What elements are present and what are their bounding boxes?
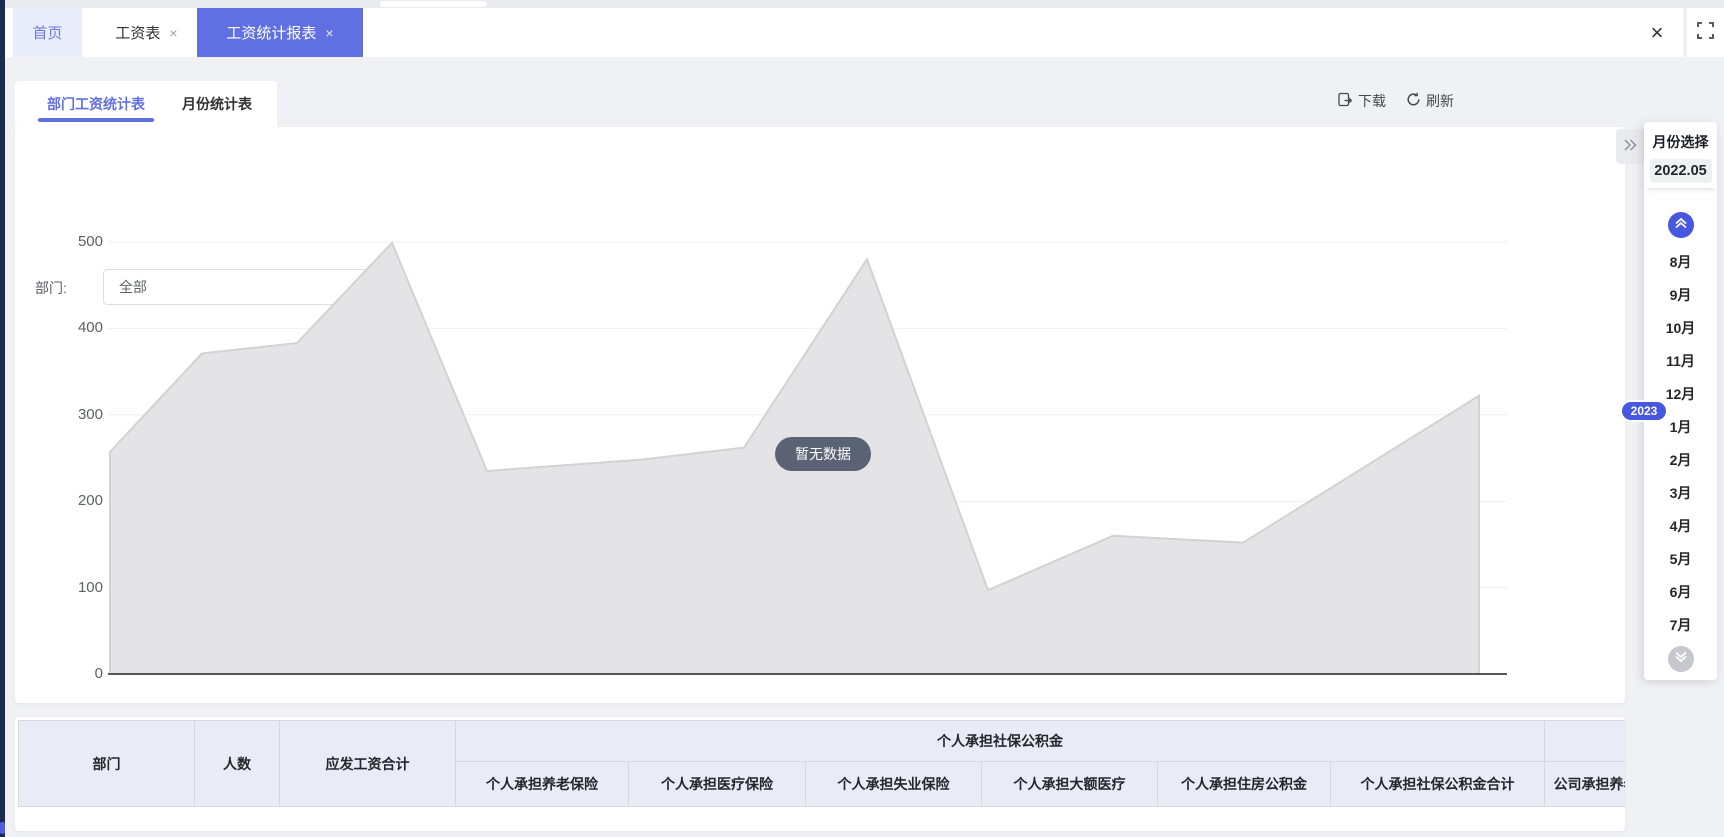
download-label: 下载 bbox=[1358, 93, 1386, 109]
subtab-month-stats-label: 月份统计表 bbox=[182, 96, 252, 112]
download-button[interactable]: 下载 bbox=[1338, 91, 1386, 111]
month-item[interactable]: 12月 bbox=[1665, 386, 1696, 402]
double-chevron-down-icon bbox=[1674, 650, 1688, 668]
scroll-months-up-button[interactable] bbox=[1667, 212, 1694, 238]
close-icon[interactable]: × bbox=[1637, 8, 1677, 57]
salary-area-chart bbox=[108, 241, 1507, 675]
group-header-personal: 个人承担社保公积金 bbox=[454, 720, 1546, 762]
month-panel-title: 月份选择 bbox=[1652, 134, 1709, 150]
current-month-badge[interactable]: 2022.05 bbox=[1649, 159, 1712, 183]
month-item[interactable]: 9月 bbox=[1669, 287, 1692, 303]
scroll-thumb[interactable] bbox=[380, 1, 487, 7]
active-subtab-underline bbox=[38, 118, 154, 122]
tab-close-icon[interactable]: × bbox=[169, 24, 178, 41]
sub-column-header: 公司承担养老保险 bbox=[1544, 761, 1625, 807]
month-item[interactable]: 8月 bbox=[1669, 254, 1692, 270]
tab-payroll[interactable]: 工资表 × bbox=[95, 8, 198, 57]
month-item[interactable]: 2月 bbox=[1669, 452, 1692, 468]
column-header: 应发工资合计 bbox=[279, 720, 456, 807]
tab-home-label: 首页 bbox=[32, 25, 63, 42]
top-scroll-track bbox=[5, 0, 1724, 8]
month-panel-header: 月份选择 2022.05 bbox=[1644, 122, 1717, 188]
y-axis-tick-label: 500 bbox=[77, 233, 103, 250]
department-chart-card: 部门: 全部 0 100 200 300 400 500 暂无数据 bbox=[15, 127, 1625, 703]
month-item[interactable]: 3月 bbox=[1669, 485, 1692, 501]
chart-toolbar: 下载 刷新 bbox=[1338, 88, 1454, 114]
fullscreen-button[interactable] bbox=[1687, 8, 1724, 57]
y-axis-tick-label: 100 bbox=[77, 578, 103, 596]
subtab-month-stats[interactable]: 月份统计表 bbox=[167, 81, 267, 127]
month-item[interactable]: 10月 bbox=[1665, 320, 1696, 336]
department-summary-table: 部门 人数 应发工资合计 个人承担社保公积金 个人承担养老保险 个人承担医疗保险 个人承担失… bbox=[18, 720, 1625, 807]
year-divider-badge: 2023 bbox=[1622, 402, 1666, 420]
y-axis-tick-label: 0 bbox=[94, 665, 103, 682]
summary-table-card: 部门 人数 应发工资合计 个人承担社保公积金 个人承担养老保险 个人承担医疗保险 个人承担失… bbox=[15, 717, 1625, 831]
tab-payroll-label: 工资表 bbox=[115, 25, 161, 42]
sub-column-header: 个人承担医疗保险 bbox=[628, 761, 806, 807]
fullscreen-icon bbox=[1697, 21, 1714, 44]
department-select-value: 全部 bbox=[119, 279, 147, 295]
scroll-months-down-button[interactable] bbox=[1667, 646, 1694, 672]
report-subtabs: 部门工资统计表 月份统计表 bbox=[15, 81, 277, 127]
subtab-department-stats[interactable]: 部门工资统计表 bbox=[29, 81, 163, 127]
no-data-tooltip: 暂无数据 bbox=[775, 437, 871, 471]
sub-column-header: 个人承担大额医疗 bbox=[981, 761, 1158, 807]
y-axis-tick-label: 300 bbox=[77, 405, 103, 423]
tab-close-icon[interactable]: × bbox=[325, 24, 334, 41]
sub-column-header: 个人承担失业保险 bbox=[805, 761, 982, 807]
sub-column-header: 个人承担住房公积金 bbox=[1157, 761, 1331, 807]
month-list: 8月 9月 10月 11月 12月 1月 2月 3月 4月 5月 6月 7月 bbox=[1644, 246, 1717, 642]
month-item[interactable]: 5月 bbox=[1669, 551, 1692, 567]
month-item[interactable]: 4月 bbox=[1669, 518, 1692, 534]
sub-column-header: 个人承担养老保险 bbox=[455, 761, 629, 807]
column-header: 人数 bbox=[194, 720, 280, 807]
month-item[interactable]: 11月 bbox=[1666, 353, 1695, 369]
y-axis-tick-label: 400 bbox=[77, 319, 103, 337]
double-chevron-up-icon bbox=[1674, 216, 1688, 234]
panel-collapse-button[interactable] bbox=[1616, 129, 1644, 164]
y-axis-tick-label: 200 bbox=[77, 492, 103, 510]
tab-home[interactable]: 首页 bbox=[13, 8, 82, 57]
month-selector-panel: 月份选择 2022.05 8月 9月 10月 11月 12月 1月 2月 3月 4月 5月 6月 7月 bbox=[1644, 122, 1717, 680]
sub-column-header: 个人承担社保公积金合计 bbox=[1329, 761, 1546, 807]
main-tab-bar: 首页 工资表 × 工资统计报表 × × bbox=[5, 8, 1683, 57]
refresh-icon bbox=[1406, 92, 1421, 110]
tab-salary-stats[interactable]: 工资统计报表 × bbox=[197, 8, 363, 57]
refresh-button[interactable]: 刷新 bbox=[1406, 91, 1454, 111]
tab-salary-stats-label: 工资统计报表 bbox=[226, 25, 317, 42]
download-icon bbox=[1338, 92, 1353, 110]
left-nav-edge bbox=[0, 0, 5, 837]
month-item[interactable]: 7月 bbox=[1669, 617, 1692, 633]
group-header-company bbox=[1544, 720, 1625, 762]
column-header: 部门 bbox=[18, 720, 195, 807]
subtab-department-stats-label: 部门工资统计表 bbox=[47, 96, 145, 112]
month-item[interactable]: 6月 bbox=[1669, 584, 1692, 600]
left-nav-accent bbox=[0, 822, 5, 834]
department-filter-label: 部门: bbox=[35, 280, 67, 296]
double-chevron-right-icon bbox=[1623, 138, 1637, 156]
refresh-label: 刷新 bbox=[1426, 93, 1454, 109]
month-item[interactable]: 1月 bbox=[1669, 419, 1692, 435]
